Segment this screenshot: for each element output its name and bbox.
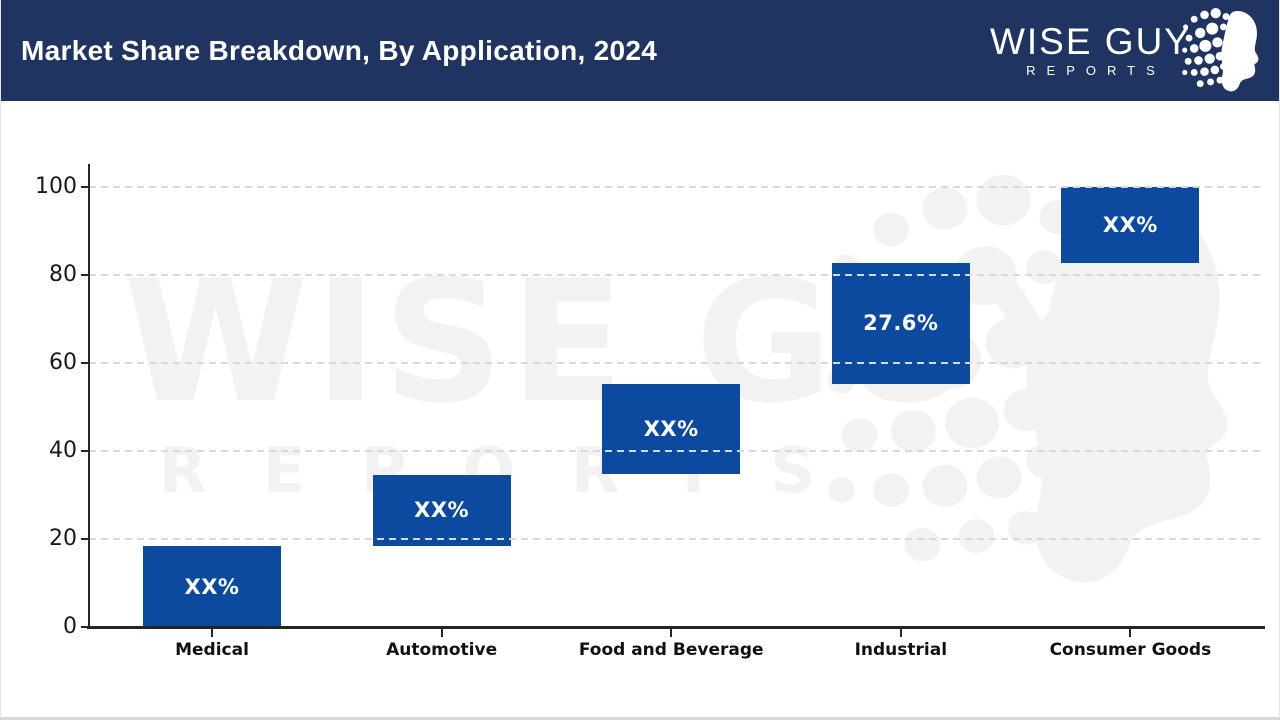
y-tick-mark bbox=[81, 274, 89, 276]
y-tick-label: 40 bbox=[49, 438, 77, 463]
logo-head-icon bbox=[1182, 7, 1259, 91]
y-tick-mark bbox=[81, 626, 89, 628]
y-tick-mark bbox=[81, 538, 89, 540]
y-tick-label: 100 bbox=[35, 174, 77, 199]
logo-wordmark: WISE GUY REPORTS bbox=[990, 23, 1191, 78]
gridline bbox=[89, 186, 1265, 188]
x-tick-label: Medical bbox=[175, 640, 249, 660]
gridline bbox=[89, 362, 1265, 364]
bar-automotive: XX% bbox=[372, 475, 511, 546]
bar-value-label: XX% bbox=[184, 574, 240, 599]
x-tick-mark bbox=[899, 629, 902, 637]
x-axis-line bbox=[87, 626, 1265, 629]
x-tick-mark bbox=[670, 629, 673, 637]
y-axis-line bbox=[88, 164, 90, 628]
y-tick-mark bbox=[81, 450, 89, 452]
logo-subtext: REPORTS bbox=[1026, 63, 1166, 78]
brand-logo: WISE GUY REPORTS bbox=[990, 6, 1263, 96]
y-tick-mark bbox=[81, 362, 89, 364]
y-tick-mark bbox=[81, 186, 89, 188]
page-title: Market Share Breakdown, By Application, … bbox=[21, 34, 658, 66]
gridline bbox=[89, 274, 1265, 276]
bar-value-label: XX% bbox=[414, 498, 470, 523]
bar-medical: XX% bbox=[143, 546, 281, 627]
bar-value-label: XX% bbox=[1102, 212, 1158, 237]
bar-value-label: 27.6% bbox=[863, 311, 939, 336]
bar-food-and-beverage: XX% bbox=[602, 384, 741, 474]
x-tick-label: Industrial bbox=[854, 640, 948, 660]
bar-industrial: 27.6% bbox=[831, 262, 970, 385]
x-tick-mark bbox=[440, 629, 443, 637]
x-tick-label: Food and Beverage bbox=[578, 640, 764, 660]
bar-value-label: XX% bbox=[643, 416, 699, 441]
y-tick-label: 80 bbox=[49, 262, 77, 287]
x-tick-mark bbox=[1129, 629, 1132, 637]
header: Market Share Breakdown, By Application, … bbox=[1, 0, 1279, 101]
gridline bbox=[89, 450, 1265, 452]
gridline bbox=[89, 538, 1265, 540]
y-tick-label: 20 bbox=[49, 526, 77, 551]
logo-word: WISE GUY bbox=[989, 21, 1191, 62]
x-tick-label: Consumer Goods bbox=[1049, 640, 1212, 660]
y-tick-label: 0 bbox=[63, 614, 77, 639]
x-tick-mark bbox=[211, 629, 213, 637]
y-tick-label: 60 bbox=[49, 350, 77, 375]
bar-consumer-goods: XX% bbox=[1061, 187, 1200, 263]
x-tick-label: Automotive bbox=[386, 640, 498, 660]
